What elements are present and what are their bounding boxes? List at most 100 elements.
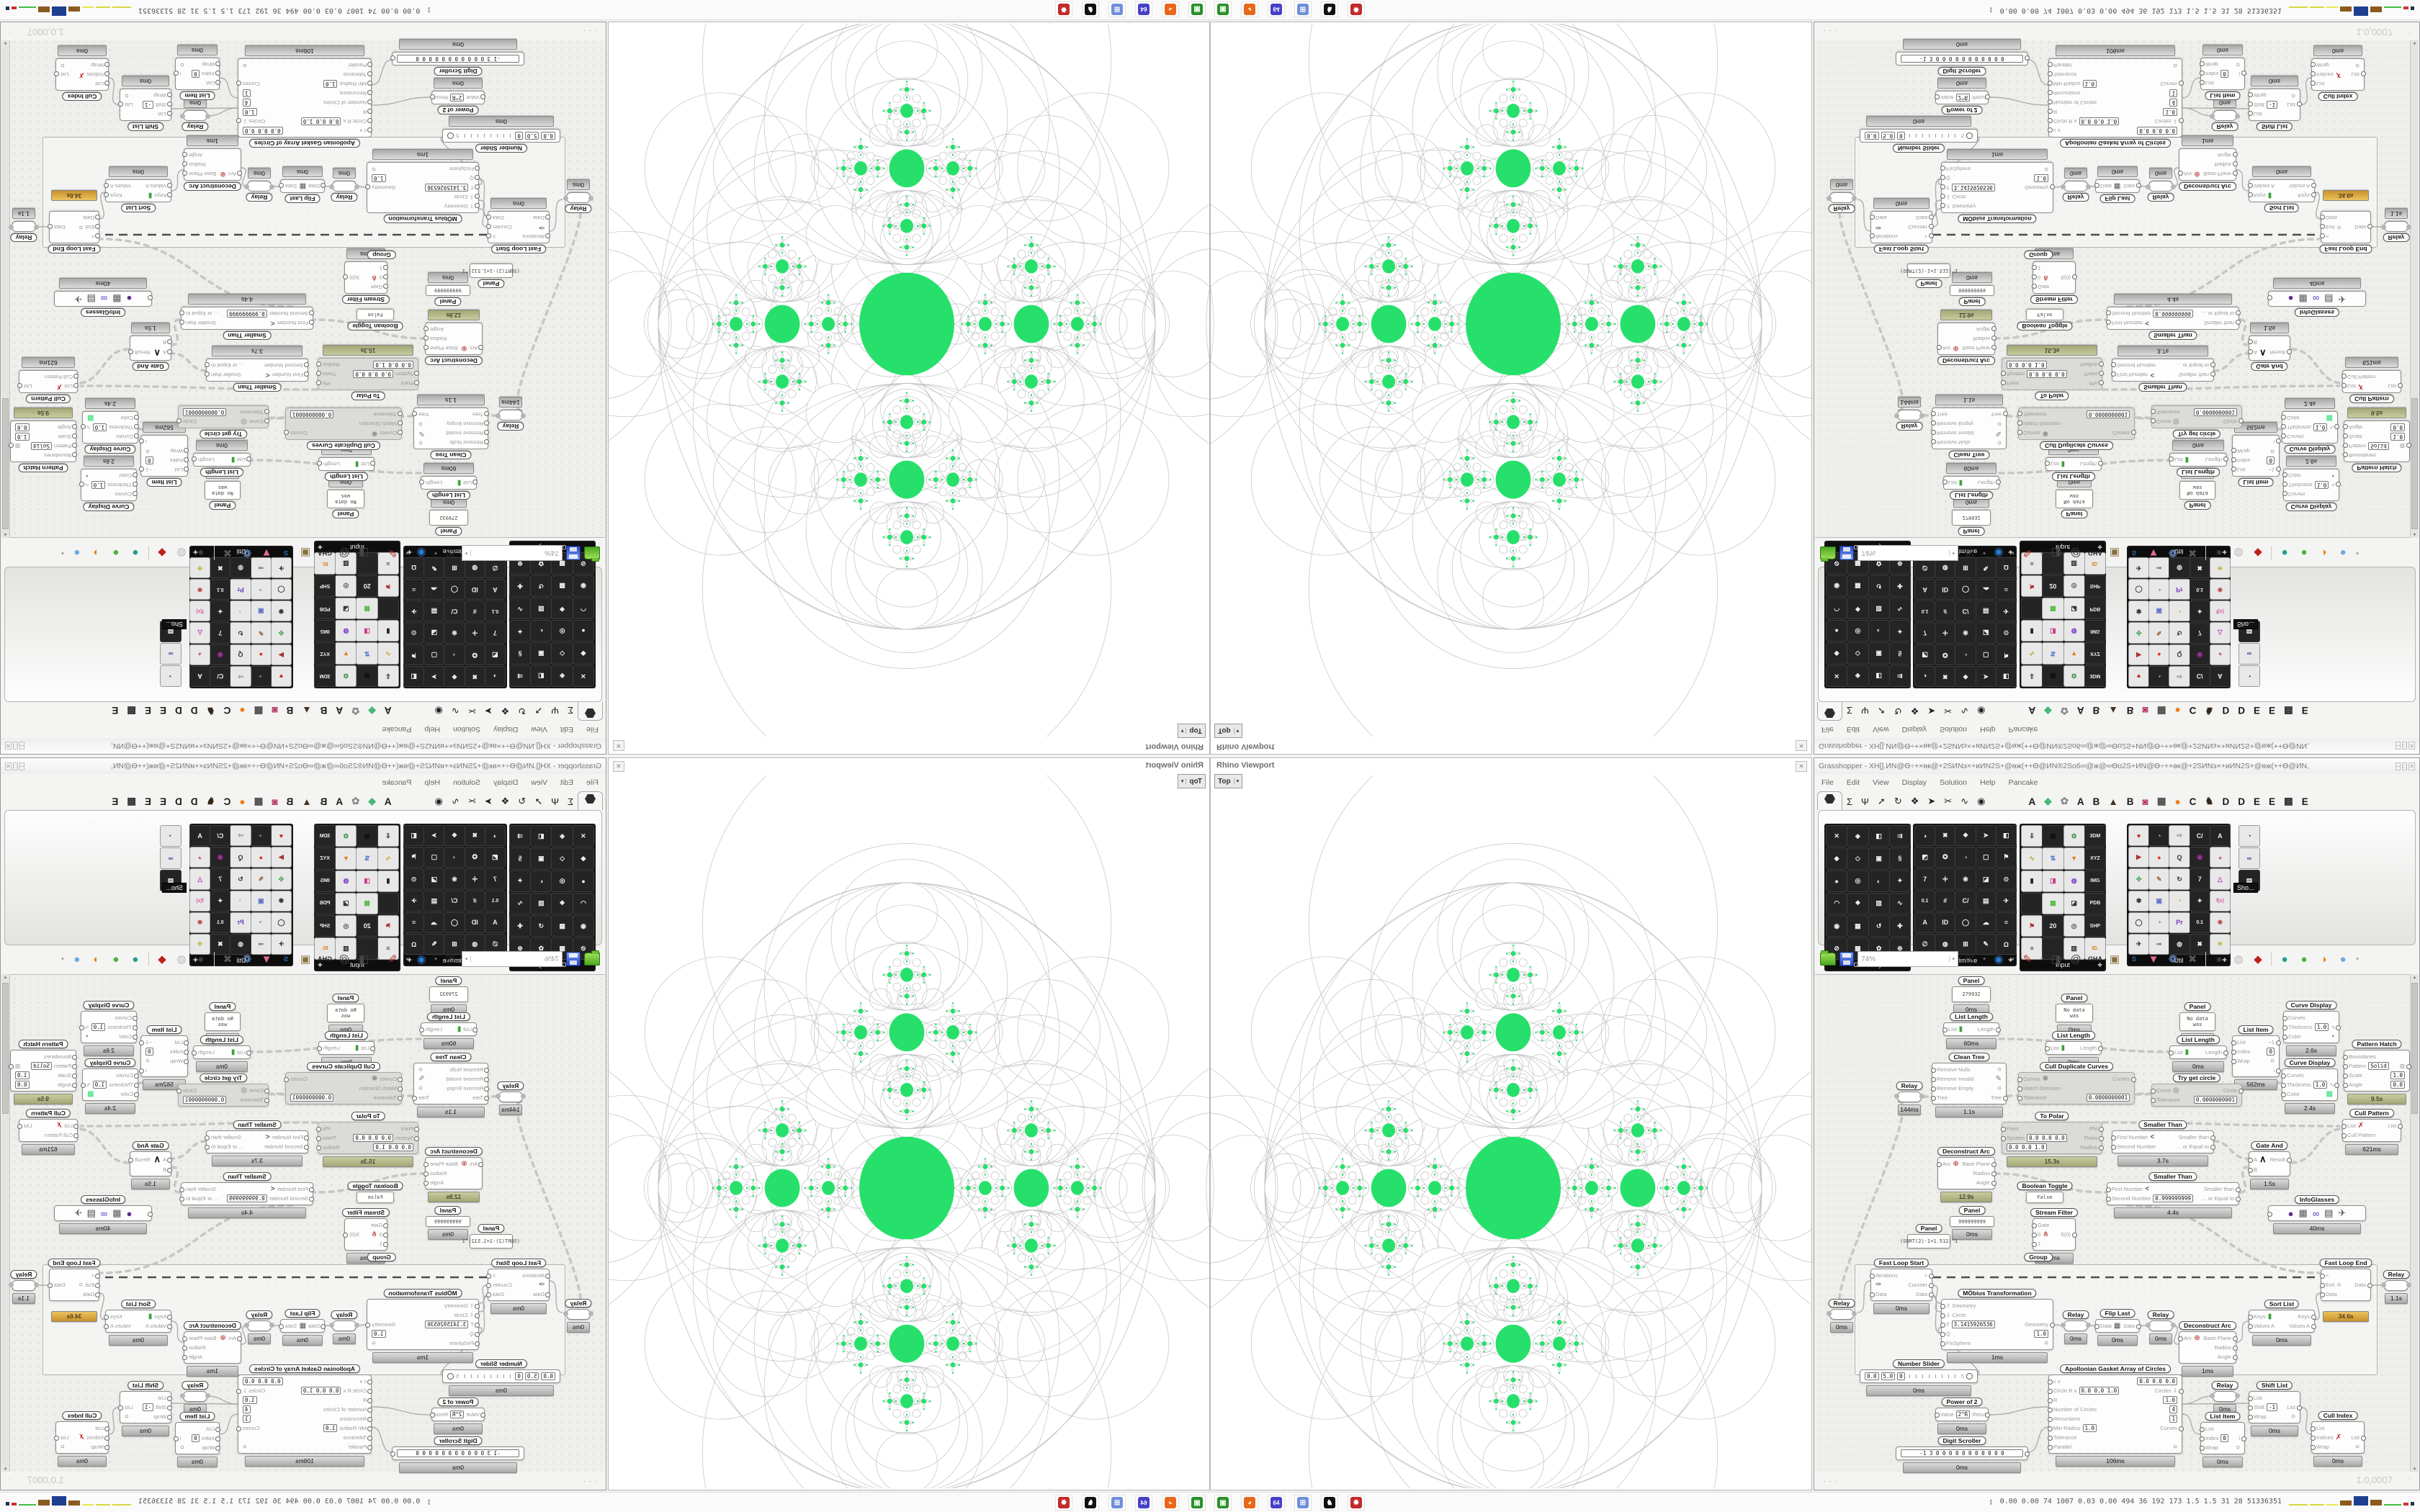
component-icon[interactable]: ✎ xyxy=(250,868,272,890)
gh-node-curve-display-1[interactable]: Curve Display Curves Thickness 1.0 ∿ Color ▪ 2.… xyxy=(2282,1001,2341,1056)
gh-node-smaller-than-1[interactable]: Smaller Than First Number < Smaller than Sec… xyxy=(2110,1120,2215,1166)
component-icon[interactable]: ◔ xyxy=(444,644,465,665)
toolbar-icon-15[interactable]: ● xyxy=(2215,953,2223,966)
terminal-icon[interactable]: ▣ xyxy=(1188,1495,1206,1511)
tab-plugin-2[interactable]: ✿ xyxy=(351,706,360,716)
value-box[interactable]: 1.0 xyxy=(2082,80,2097,88)
component-icon[interactable]: f(x) xyxy=(189,890,211,912)
component-icon[interactable]: # xyxy=(1935,600,1956,622)
component-icon[interactable]: ◪ xyxy=(335,892,357,914)
gh-node-pattern-hatch[interactable]: Pattern Hatch Boundaries Pattern Solid ▨ Scal… xyxy=(2342,1040,2411,1104)
component-icon[interactable]: ▣ xyxy=(2148,600,2170,622)
value-box[interactable]: 0.0 xyxy=(2390,1081,2405,1089)
component-icon[interactable]: ◉ xyxy=(572,575,594,597)
component-icon[interactable]: ⚑ xyxy=(2021,915,2043,937)
value-box[interactable]: 3.1415926536 xyxy=(425,1320,469,1328)
component-icon[interactable]: A xyxy=(2209,825,2231,847)
toolbar-icon-4[interactable]: ✎ xyxy=(2022,953,2033,966)
relay-body[interactable] xyxy=(12,1280,36,1291)
panel-value[interactable]: No data was xyxy=(2056,1004,2093,1022)
relay-body[interactable] xyxy=(247,181,272,192)
component-icon[interactable]: ∿ xyxy=(509,598,532,620)
tab-icon-8[interactable]: ◉ xyxy=(1977,706,1986,716)
rhino-viewport[interactable]: Rhino Viewport ✕ Top ▾ xyxy=(608,22,1210,755)
gh-node-gate-and[interactable]: Gate And A ∧ Result B 1.5s xyxy=(2249,323,2290,371)
component-icon[interactable]: ◩ xyxy=(1914,644,1936,665)
toolbar-icon-0[interactable]: ⊡ xyxy=(445,953,455,966)
gh-node-number-slider[interactable]: Number Slider 0.0 5.0 0 5 0ms xyxy=(1860,116,1978,153)
component-icon[interactable]: ▤ xyxy=(1975,890,1996,912)
tab-icon-7[interactable]: ∿ xyxy=(1960,706,1969,716)
component-icon[interactable]: ◯ xyxy=(444,912,465,934)
component-icon[interactable]: Pr xyxy=(2169,912,2190,934)
panel-value[interactable]: False xyxy=(2026,1192,2063,1203)
gh-node-flip-last[interactable]: Flip Last Data ▦ Data 0ms xyxy=(280,166,325,203)
toolbar-icon-23[interactable]: ▾ xyxy=(2356,957,2359,962)
gh-node-digit-scroller[interactable]: Digit Scroller -1 3 0 0 0 0 0 0 0 0 0 0 0… xyxy=(1896,1436,2030,1473)
value-box[interactable]: 1 xyxy=(243,89,251,97)
component-icon[interactable]: ⚑ xyxy=(377,915,399,937)
tab-icon-4[interactable]: ❖ xyxy=(1910,706,1919,716)
component-icon[interactable]: △ xyxy=(189,622,211,644)
gh-node-panel-2[interactable]: Panel No data was 0ms xyxy=(327,477,364,518)
component-icon[interactable]: ❖ xyxy=(551,598,573,620)
toolbar-icon-16[interactable]: ◍ xyxy=(2233,953,2244,966)
value-box[interactable]: 1.0 xyxy=(91,481,106,489)
component-icon[interactable]: 3DM xyxy=(314,825,336,847)
component-icon[interactable]: ◩ xyxy=(1914,847,1936,868)
footer-ellipsis[interactable]: . . . xyxy=(1824,28,1837,36)
toolbar-icon-2[interactable]: ◉ xyxy=(416,953,426,966)
gh-node-curve-display-1[interactable]: Curve Display Curves Thickness 1.0 ∿ Color ▪ 2.… xyxy=(2283,456,2339,511)
value-box[interactable]: 1.0 xyxy=(2390,1071,2405,1079)
tab-plugin-13[interactable]: D xyxy=(2238,705,2245,716)
component-icon[interactable]: ✪ xyxy=(1935,644,1956,665)
tab-plugin-9[interactable]: ● xyxy=(239,705,246,716)
tab-icon-7[interactable]: ∿ xyxy=(1960,796,1969,806)
gh-node-panel-5[interactable]: Panel (SQRT(2)-1+1.512)^1 xyxy=(1900,264,1958,288)
component-icon[interactable]: Ω xyxy=(1995,934,2017,955)
toolbar-icon-8[interactable]: GHA xyxy=(2088,955,2102,963)
value-box[interactable]: 0.0 0.0 1.0 xyxy=(300,117,341,125)
grasshopper-window[interactable]: Grasshopper - XH[].ИN@Ө÷+×ѳк@+2SИNэ×+׃иИ… xyxy=(1814,757,2420,1490)
component-icon[interactable]: ◐ xyxy=(1868,870,1890,892)
component-icon[interactable]: ☁ xyxy=(1975,578,1996,600)
menu-edit[interactable]: Edit xyxy=(560,725,574,734)
component-icon[interactable]: ◪ xyxy=(424,868,445,890)
component-icon[interactable]: ▣ xyxy=(250,600,272,622)
tab-plugin-13[interactable]: D xyxy=(175,705,182,716)
component-icon[interactable]: ✣ xyxy=(2128,868,2150,890)
red-badge-icon[interactable]: ✹ xyxy=(1055,1,1072,17)
component-icon[interactable]: ✹ xyxy=(189,578,211,600)
component-icon[interactable]: ▣ xyxy=(1868,642,1890,665)
resize-grip-icon[interactable]: ⁘ xyxy=(2406,1476,2413,1483)
viewport-close-icon[interactable]: ✕ xyxy=(1796,761,1807,772)
menu-view[interactable]: View xyxy=(531,778,547,787)
relay-body[interactable] xyxy=(1897,410,1922,420)
gh-node-list-item-2[interactable]: List Item List Index 0 i Wrap ○ 0ms xyxy=(175,45,220,100)
panel-value[interactable]: (SQRT(2)-1+1.512)^1 xyxy=(1900,1234,1958,1248)
component-icon[interactable]: ⇨ xyxy=(2169,665,2190,687)
relay-body[interactable] xyxy=(2146,1320,2176,1331)
red-badge-icon[interactable]: ✹ xyxy=(1055,1495,1072,1511)
gh-node-panel-5[interactable]: Panel (SQRT(2)-1+1.512)^1 xyxy=(1900,1224,1958,1248)
tab-plugin-3[interactable]: A xyxy=(336,705,344,716)
component-icon[interactable]: ✎ xyxy=(2148,868,2170,890)
component-icon[interactable]: f(x) xyxy=(2209,890,2231,912)
toolbar-icon-17[interactable]: ◆ xyxy=(158,953,166,966)
gh-node-curve-display-2[interactable]: Curve Display Curves Thickness 1.0 ∿ Color ▩ 2.… xyxy=(82,398,138,454)
menu-display[interactable]: Display xyxy=(493,725,519,734)
menu-edit[interactable]: Edit xyxy=(560,778,574,787)
component-icon[interactable]: ◉ xyxy=(210,644,231,665)
value-box[interactable]: 0.0 0.0 0.0 xyxy=(2027,370,2067,378)
value-box[interactable]: 0 xyxy=(145,456,153,464)
component-icon[interactable]: ❖ xyxy=(444,825,465,847)
tab-icon-5[interactable]: ➤ xyxy=(1927,796,1936,806)
component-icon[interactable]: ◔ xyxy=(444,847,465,868)
component-icon[interactable]: ▣ xyxy=(250,890,272,912)
relay-body[interactable] xyxy=(2210,1391,2240,1402)
floppy64-icon[interactable]: 64 xyxy=(1135,1,1152,17)
component-icon[interactable]: ♥ xyxy=(2128,825,2150,847)
component-icon[interactable]: ◠ xyxy=(572,598,594,620)
gh-node-mobius-transformation[interactable]: MÖbius Transformation ⇧ Geometry ⇩ Circle T… xyxy=(367,149,479,223)
component-icon[interactable]: ▥ xyxy=(530,598,552,620)
